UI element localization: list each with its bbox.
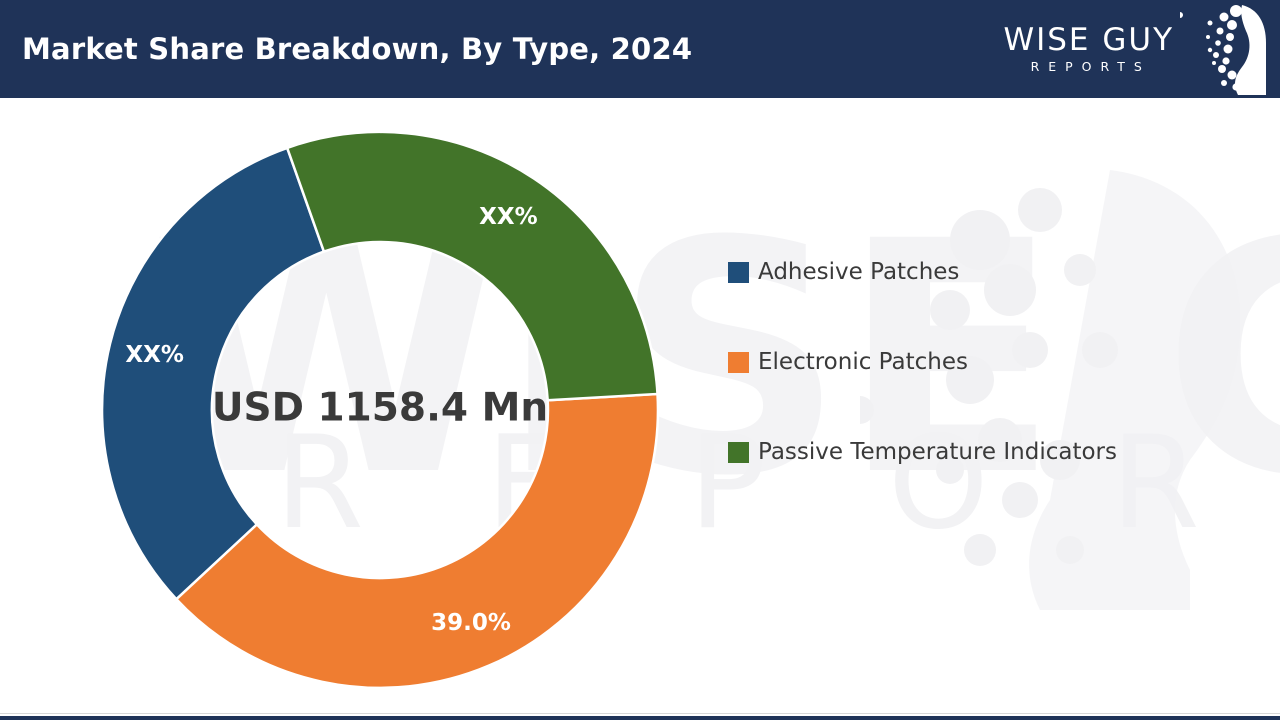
face-profile-icon <box>1180 5 1266 95</box>
donut-slice-0 <box>100 146 326 601</box>
page-title: Market Share Breakdown, By Type, 2024 <box>22 32 693 66</box>
watermark-face <box>860 170 1240 610</box>
legend-swatch-icon <box>728 441 749 463</box>
legend-label: Passive Temperature Indicators <box>758 439 1117 465</box>
donut-slice-1 <box>174 392 660 690</box>
logo-text: WISE GUY REPORTS <box>1003 21 1174 74</box>
wise-guy-logo: WISE GUY REPORTS <box>1003 0 1266 98</box>
legend-item-1: Electronic Patches <box>728 349 968 375</box>
legend-label: Electronic Patches <box>758 349 968 375</box>
header-bar: Market Share Breakdown, By Type, 2024 WI… <box>0 0 1280 98</box>
legend-swatch-icon <box>728 351 749 373</box>
legend-label: Adhesive Patches <box>758 259 960 285</box>
slice-label-0: XX% <box>125 341 184 368</box>
slice-label-2: XX% <box>479 203 538 230</box>
slice-label-1: 39.0% <box>431 610 511 637</box>
logo-subtitle: REPORTS <box>1030 58 1151 74</box>
donut-slice-2 <box>285 130 659 402</box>
footer-accent-bar <box>0 716 1280 720</box>
chart-center-value: USD 1158.4 Mn <box>211 385 549 431</box>
footer-divider <box>0 713 1280 714</box>
logo-wordmark: WISE GUY <box>1003 21 1174 58</box>
legend-item-2: Passive Temperature Indicators <box>728 439 1117 465</box>
legend-swatch-icon <box>728 261 749 283</box>
legend-item-0: Adhesive Patches <box>728 259 959 285</box>
